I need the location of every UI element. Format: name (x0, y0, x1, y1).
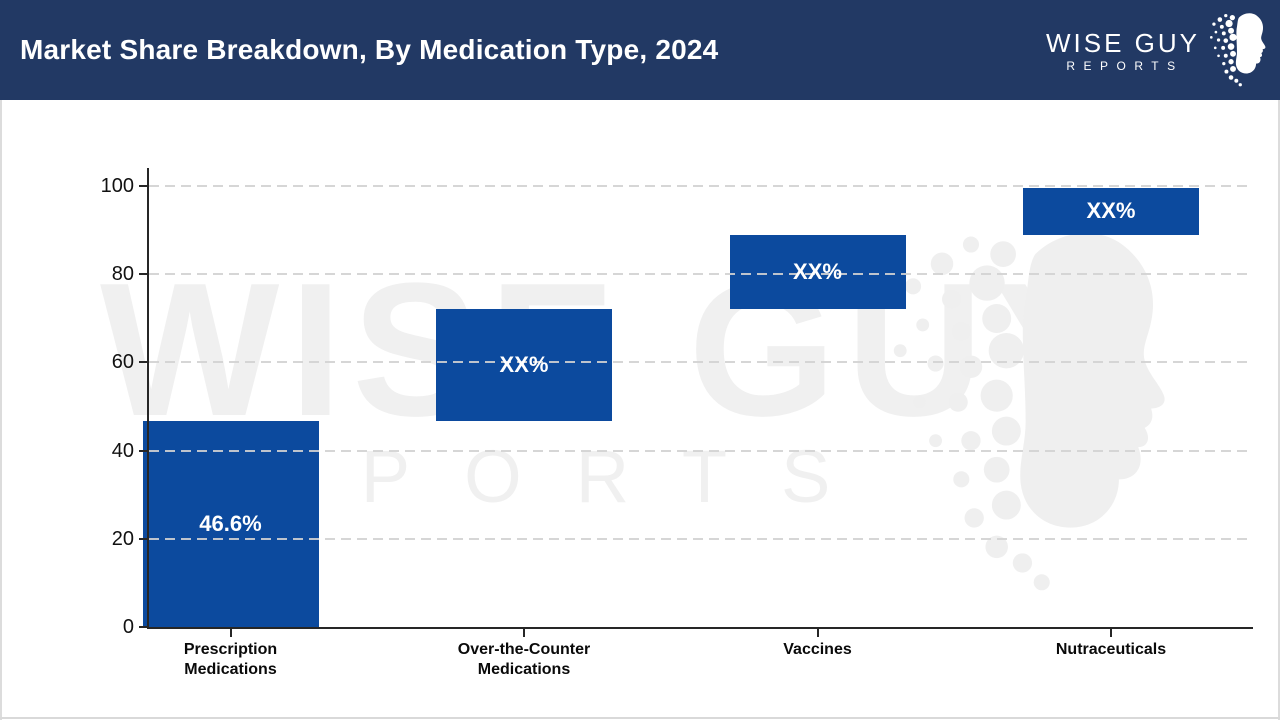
wise-guy-logo: WISE GUY REPORTS (1046, 0, 1268, 100)
x-category-line: Nutraceuticals (1055, 641, 1167, 658)
x-category-line: Vaccines (783, 641, 852, 658)
y-tick-label-80: 80 (111, 263, 134, 286)
bar-4 (1023, 188, 1199, 235)
gridline-60 (149, 361, 1253, 364)
x-category-label-4: Nutraceuticals (961, 640, 1261, 660)
y-tick-label-60: 60 (111, 351, 134, 374)
x-tick-1 (229, 629, 232, 637)
x-category-line: Medications (477, 661, 571, 678)
bar-value-label-4: XX% (1086, 198, 1136, 224)
header-bar: Market Share Breakdown, By Medication Ty… (0, 0, 1280, 100)
bar-3 (729, 234, 906, 310)
y-tick-80 (139, 273, 147, 276)
x-category-label-3: Vaccines (668, 640, 968, 660)
bar-value-label-3: XX% (793, 258, 842, 284)
y-tick-label-0: 0 (122, 616, 134, 638)
x-tick-4 (1110, 629, 1112, 637)
y-tick-label-20: 20 (111, 527, 134, 550)
bar-2 (436, 309, 612, 422)
bar-value-label-2: XX% (499, 352, 549, 378)
x-category-label-1: Prescription Medications (81, 640, 381, 680)
y-axis-line (147, 168, 149, 629)
y-tick-label-40: 40 (111, 439, 134, 462)
logo-wordmark: WISE GUY (1045, 27, 1200, 58)
gridline-20 (149, 537, 1253, 540)
y-tick-0 (139, 626, 147, 628)
x-tick-3 (816, 629, 819, 637)
y-tick-label-100: 100 (100, 175, 134, 197)
x-category-label-2: Over-the-Counter Medications (374, 640, 674, 680)
logo-head-icon (1209, 12, 1266, 86)
gridline-100 (149, 185, 1253, 187)
logo-subtext: REPORTS (1066, 58, 1184, 73)
bar-value-label-1: 46.6% (199, 511, 262, 537)
x-category-line: Medications (184, 661, 277, 678)
page-border-left (0, 100, 2, 720)
gridline-40 (149, 449, 1253, 452)
x-tick-2 (523, 629, 525, 637)
y-tick-20 (139, 537, 147, 540)
page-border-right (1278, 100, 1280, 720)
gridline-80 (149, 273, 1253, 276)
x-axis-line (147, 627, 1253, 629)
x-category-line: Over-the-Counter (457, 641, 591, 658)
y-tick-40 (139, 449, 147, 452)
bar-1 (142, 421, 319, 627)
logo-text: WISE GUY REPORTS (1046, 28, 1200, 73)
y-tick-100 (139, 185, 147, 187)
x-category-line: Prescription (183, 641, 278, 658)
chart-title: Market Share Breakdown, By Medication Ty… (20, 34, 719, 65)
y-tick-60 (139, 361, 147, 364)
page-border-bottom (0, 717, 1280, 719)
